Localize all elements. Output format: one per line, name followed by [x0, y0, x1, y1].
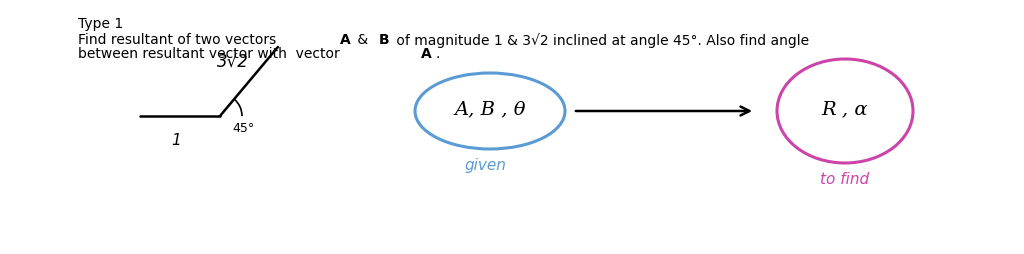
Text: 1: 1 [171, 133, 181, 147]
Text: A, B , θ: A, B , θ [455, 100, 525, 118]
Text: given: given [464, 157, 506, 172]
Text: .: . [435, 47, 439, 61]
Text: Find resultant of two vectors: Find resultant of two vectors [78, 33, 281, 47]
Text: to find: to find [820, 171, 869, 186]
Text: A: A [339, 33, 350, 47]
Text: Type 1: Type 1 [78, 17, 123, 31]
Text: 3√2: 3√2 [217, 53, 249, 71]
Text: &: & [353, 33, 373, 47]
Text: R , α: R , α [821, 100, 868, 118]
Text: of magnitude 1 & 3√2 inclined at angle 45°. Also find angle: of magnitude 1 & 3√2 inclined at angle 4… [392, 33, 809, 47]
Text: B: B [379, 33, 389, 47]
Text: between resultant vector with  vector: between resultant vector with vector [78, 47, 344, 61]
Text: A: A [422, 47, 432, 61]
Text: 45°: 45° [232, 121, 254, 134]
